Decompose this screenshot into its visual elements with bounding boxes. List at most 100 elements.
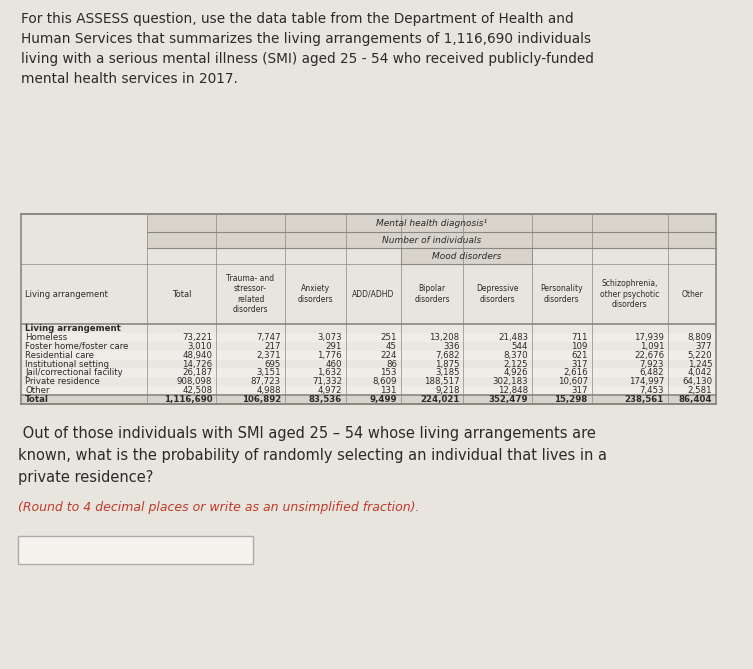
Text: 71,332: 71,332 bbox=[312, 377, 342, 386]
Text: Total: Total bbox=[172, 290, 191, 298]
Text: 21,483: 21,483 bbox=[498, 333, 528, 342]
Text: 4,972: 4,972 bbox=[318, 386, 342, 395]
Text: 7,682: 7,682 bbox=[435, 351, 459, 360]
Text: 2,616: 2,616 bbox=[563, 369, 588, 377]
Text: 153: 153 bbox=[380, 369, 397, 377]
Text: 73,221: 73,221 bbox=[182, 333, 212, 342]
Text: Depressive
disorders: Depressive disorders bbox=[477, 284, 519, 304]
Text: Bipolar
disorders: Bipolar disorders bbox=[414, 284, 450, 304]
Text: 4,988: 4,988 bbox=[256, 386, 281, 395]
Text: 4,042: 4,042 bbox=[687, 369, 712, 377]
Text: 544: 544 bbox=[512, 342, 528, 351]
Text: Mood disorders: Mood disorders bbox=[431, 252, 501, 260]
Text: (Round to 4 decimal places or write as an unsimplified fraction).: (Round to 4 decimal places or write as a… bbox=[17, 501, 419, 514]
Text: 7,453: 7,453 bbox=[639, 386, 664, 395]
Text: 336: 336 bbox=[443, 342, 459, 351]
Text: 109: 109 bbox=[572, 342, 588, 351]
Text: 251: 251 bbox=[380, 333, 397, 342]
Text: Other: Other bbox=[681, 290, 703, 298]
Text: 9,499: 9,499 bbox=[370, 395, 397, 404]
Text: 45: 45 bbox=[386, 342, 397, 351]
Text: 7,923: 7,923 bbox=[639, 359, 664, 369]
Text: Out of those individuals with SMI aged 25 – 54 whose living arrangements are
kno: Out of those individuals with SMI aged 2… bbox=[17, 426, 606, 486]
Bar bbox=[21, 351, 716, 359]
Text: 3,185: 3,185 bbox=[435, 369, 459, 377]
Text: ADD/ADHD: ADD/ADHD bbox=[352, 290, 395, 298]
Bar bbox=[21, 369, 716, 377]
Text: 15,298: 15,298 bbox=[554, 395, 588, 404]
Text: Schizophrenia,
other psychotic
disorders: Schizophrenia, other psychotic disorders bbox=[600, 279, 660, 309]
Text: 460: 460 bbox=[325, 359, 342, 369]
Text: 711: 711 bbox=[572, 333, 588, 342]
Bar bbox=[17, 536, 253, 564]
Bar bbox=[21, 395, 716, 404]
Text: 8,609: 8,609 bbox=[373, 377, 397, 386]
Text: 1,632: 1,632 bbox=[317, 369, 342, 377]
Text: 224: 224 bbox=[380, 351, 397, 360]
Text: 14,726: 14,726 bbox=[182, 359, 212, 369]
Text: 1,245: 1,245 bbox=[687, 359, 712, 369]
Text: 1,091: 1,091 bbox=[639, 342, 664, 351]
Text: 7,747: 7,747 bbox=[256, 333, 281, 342]
Text: 302,183: 302,183 bbox=[492, 377, 528, 386]
Text: Living arrangement: Living arrangement bbox=[26, 290, 108, 298]
Text: 1,116,690: 1,116,690 bbox=[163, 395, 212, 404]
Text: Personality
disorders: Personality disorders bbox=[541, 284, 584, 304]
Text: 1,875: 1,875 bbox=[435, 359, 459, 369]
Text: Total: Total bbox=[26, 395, 49, 404]
Text: 695: 695 bbox=[264, 359, 281, 369]
Text: Living arrangement: Living arrangement bbox=[26, 324, 121, 333]
Text: For this ASSESS question, use the data table from the Department of Health and
H: For this ASSESS question, use the data t… bbox=[21, 12, 594, 86]
Text: 87,723: 87,723 bbox=[251, 377, 281, 386]
Text: 377: 377 bbox=[696, 342, 712, 351]
Text: 317: 317 bbox=[572, 359, 588, 369]
Bar bbox=[21, 324, 716, 333]
Text: 64,130: 64,130 bbox=[682, 377, 712, 386]
Text: 42,508: 42,508 bbox=[182, 386, 212, 395]
Text: 48,940: 48,940 bbox=[182, 351, 212, 360]
Text: 83,536: 83,536 bbox=[309, 395, 342, 404]
Bar bbox=[21, 359, 716, 369]
Text: 174,997: 174,997 bbox=[629, 377, 664, 386]
Text: 188,517: 188,517 bbox=[424, 377, 459, 386]
Text: Institutional setting: Institutional setting bbox=[26, 359, 109, 369]
Text: 3,073: 3,073 bbox=[317, 333, 342, 342]
Text: Anxiety
disorders: Anxiety disorders bbox=[297, 284, 333, 304]
Text: Jail/correctional facility: Jail/correctional facility bbox=[26, 369, 123, 377]
Text: Private residence: Private residence bbox=[26, 377, 100, 386]
Bar bbox=[148, 214, 716, 232]
Text: Foster home/foster care: Foster home/foster care bbox=[26, 342, 129, 351]
Text: Number of individuals: Number of individuals bbox=[382, 235, 481, 244]
Text: 8,809: 8,809 bbox=[687, 333, 712, 342]
Text: 217: 217 bbox=[264, 342, 281, 351]
Text: 12,848: 12,848 bbox=[498, 386, 528, 395]
Text: 3,151: 3,151 bbox=[256, 369, 281, 377]
Bar bbox=[21, 342, 716, 351]
Text: 3,010: 3,010 bbox=[187, 342, 212, 351]
Text: 908,098: 908,098 bbox=[177, 377, 212, 386]
Text: Mental health diagnosis¹: Mental health diagnosis¹ bbox=[376, 219, 487, 227]
Bar bbox=[21, 386, 716, 395]
Text: 6,482: 6,482 bbox=[639, 369, 664, 377]
Text: 2,125: 2,125 bbox=[504, 359, 528, 369]
Text: 238,561: 238,561 bbox=[625, 395, 664, 404]
Text: 13,208: 13,208 bbox=[429, 333, 459, 342]
Bar bbox=[401, 248, 532, 264]
Text: 1,776: 1,776 bbox=[317, 351, 342, 360]
Text: 8,370: 8,370 bbox=[504, 351, 528, 360]
Text: Homeless: Homeless bbox=[26, 333, 68, 342]
Text: 86: 86 bbox=[386, 359, 397, 369]
Text: 9,218: 9,218 bbox=[435, 386, 459, 395]
Bar bbox=[21, 333, 716, 342]
Text: 2,581: 2,581 bbox=[687, 386, 712, 395]
Text: Residential care: Residential care bbox=[26, 351, 94, 360]
Text: 291: 291 bbox=[325, 342, 342, 351]
Text: 5,220: 5,220 bbox=[687, 351, 712, 360]
Bar bbox=[21, 377, 716, 386]
Text: 352,479: 352,479 bbox=[489, 395, 528, 404]
Text: 317: 317 bbox=[572, 386, 588, 395]
Text: 224,021: 224,021 bbox=[420, 395, 459, 404]
Text: 86,404: 86,404 bbox=[678, 395, 712, 404]
Text: 26,187: 26,187 bbox=[182, 369, 212, 377]
Text: 106,892: 106,892 bbox=[242, 395, 281, 404]
